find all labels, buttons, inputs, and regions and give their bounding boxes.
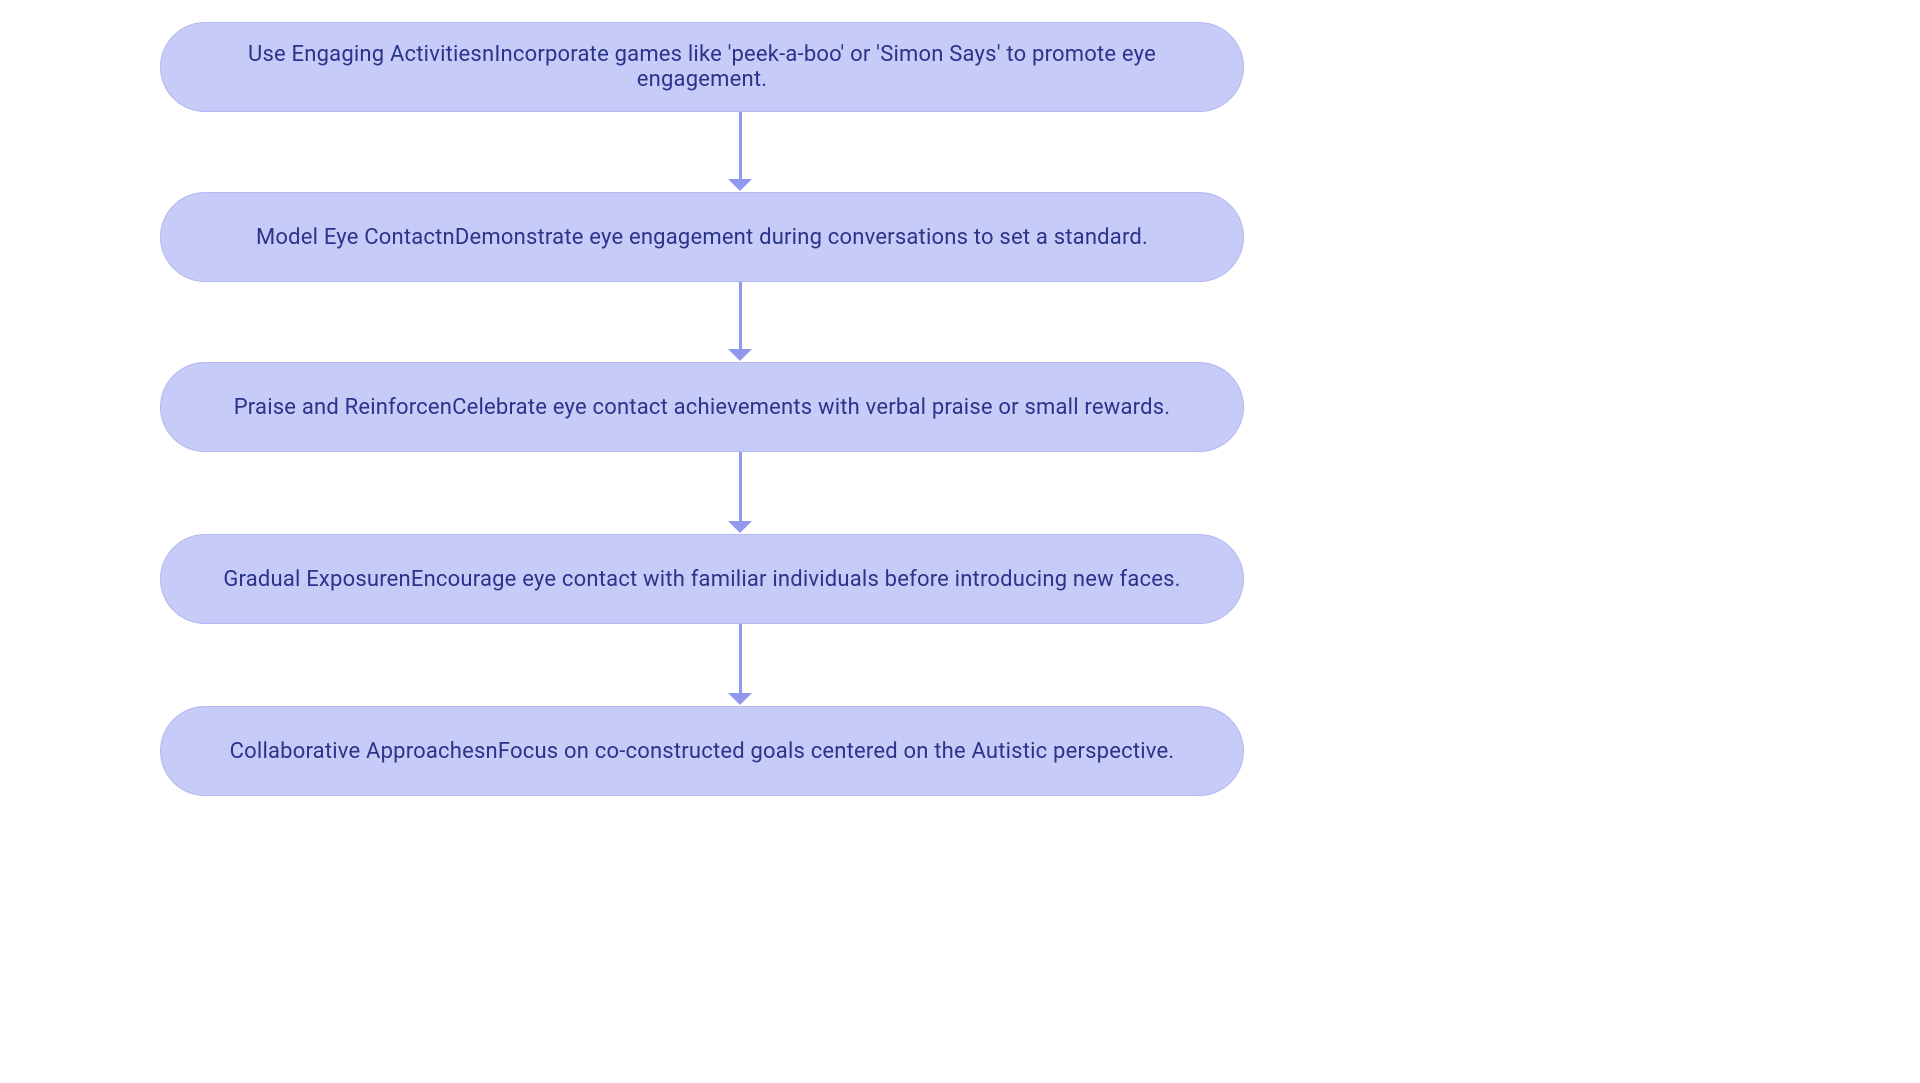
- flow-node-label: Gradual ExposurenEncourage eye contact w…: [223, 567, 1180, 592]
- flow-arrow-head: [728, 179, 752, 191]
- flow-node-label: Collaborative ApproachesnFocus on co-con…: [230, 739, 1175, 764]
- flow-node-label: Model Eye ContactnDemonstrate eye engage…: [256, 225, 1148, 250]
- flow-node-n2: Model Eye ContactnDemonstrate eye engage…: [160, 192, 1244, 282]
- flow-arrow-shaft: [739, 282, 742, 350]
- flow-node-label: Praise and ReinforcenCelebrate eye conta…: [234, 395, 1171, 420]
- flow-arrow-shaft: [739, 112, 742, 180]
- flow-arrow-head: [728, 521, 752, 533]
- flowchart-canvas: Use Engaging ActivitiesnIncorporate game…: [0, 0, 1920, 1083]
- flow-arrow-shaft: [739, 624, 742, 694]
- flow-arrow-shaft: [739, 452, 742, 522]
- flow-node-n3: Praise and ReinforcenCelebrate eye conta…: [160, 362, 1244, 452]
- flow-arrow-head: [728, 693, 752, 705]
- flow-node-n4: Gradual ExposurenEncourage eye contact w…: [160, 534, 1244, 624]
- flow-arrow-head: [728, 349, 752, 361]
- flow-node-label: Use Engaging ActivitiesnIncorporate game…: [201, 42, 1203, 92]
- flow-node-n1: Use Engaging ActivitiesnIncorporate game…: [160, 22, 1244, 112]
- flow-node-n5: Collaborative ApproachesnFocus on co-con…: [160, 706, 1244, 796]
